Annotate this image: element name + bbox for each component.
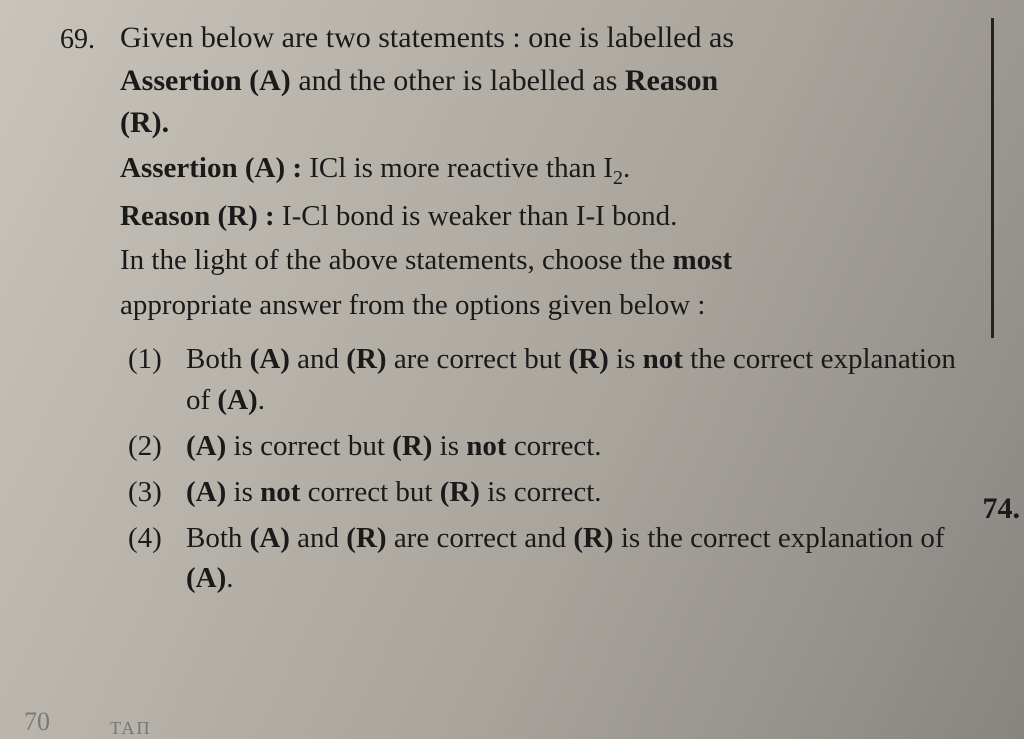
assertion-label-inline: Assertion (A) (120, 64, 291, 97)
option-fragment: is (609, 343, 643, 375)
option-bold-fragment: (A) (250, 343, 290, 375)
option-bold-fragment: not (466, 430, 506, 462)
option-fragment: . (226, 562, 233, 594)
option-text: Both (A) and (R) are correct and (R) is … (186, 518, 964, 598)
page: 69. Given below are two statements : one… (0, 0, 1024, 739)
instruction-line-2: appropriate answer from the options give… (120, 285, 964, 326)
option-fragment: and (290, 522, 346, 554)
option-bold-fragment: (R) (440, 476, 480, 508)
option-fragment: is (432, 430, 466, 462)
page-scrap-text: TAΠ (110, 718, 152, 739)
question-body: Given below are two statements : one is … (120, 18, 964, 604)
option-fragment: correct. (507, 430, 602, 462)
option-fragment: is the correct explanation of (614, 522, 945, 554)
option-fragment: Both (186, 343, 250, 375)
stem-mid: and the other is labelled as (291, 64, 625, 97)
question-number: 69. (60, 18, 102, 56)
option-number: (1) (128, 339, 186, 379)
option-bold-fragment: not (260, 476, 300, 508)
option-text: (A) is not correct but (R) is correct. (186, 472, 964, 512)
option-bold-fragment: (A) (186, 430, 226, 462)
options-list: (1)Both (A) and (R) are correct but (R) … (120, 339, 964, 597)
option-fragment: is correct but (226, 430, 392, 462)
assertion-text-pre: ICl is more reactive than I (302, 152, 613, 184)
next-question-number: 70 (24, 707, 50, 737)
reason-label: Reason (R) : (120, 200, 275, 232)
option-bold-fragment: (A) (186, 476, 226, 508)
instruction-bold: most (672, 244, 732, 276)
option-bold-fragment: not (643, 343, 683, 375)
option-bold-fragment: (R) (392, 430, 432, 462)
option-fragment: correct but (300, 476, 439, 508)
question-row: 69. Given below are two statements : one… (60, 18, 964, 604)
option-text: (A) is correct but (R) is not correct. (186, 426, 964, 466)
assertion-subscript: 2 (613, 166, 623, 188)
side-question-number: 74. (983, 492, 1021, 526)
stem-line-1: Given below are two statements : one is … (120, 18, 964, 59)
option-row-2: (2)(A) is correct but (R) is not correct… (128, 426, 964, 466)
option-number: (3) (128, 472, 186, 512)
option-bold-fragment: (R) (569, 343, 609, 375)
option-bold-fragment: (A) (250, 522, 290, 554)
vertical-rule (991, 18, 994, 338)
option-number: (4) (128, 518, 186, 558)
instruction-line-1: In the light of the above statements, ch… (120, 240, 964, 281)
stem-line-2: Assertion (A) and the other is labelled … (120, 61, 964, 102)
option-fragment: are correct but (387, 343, 569, 375)
stem-line-3: (R). (120, 103, 964, 144)
option-bold-fragment: (A) (217, 384, 257, 416)
assertion-text-post: . (623, 152, 630, 184)
option-fragment: are correct and (387, 522, 574, 554)
option-row-1: (1)Both (A) and (R) are correct but (R) … (128, 339, 964, 419)
assertion-line: Assertion (A) : ICl is more reactive tha… (120, 148, 964, 192)
option-fragment: Both (186, 522, 250, 554)
option-text: Both (A) and (R) are correct but (R) is … (186, 339, 964, 419)
option-number: (2) (128, 426, 186, 466)
option-row-3: (3)(A) is not correct but (R) is correct… (128, 472, 964, 512)
option-bold-fragment: (A) (186, 562, 226, 594)
option-fragment: is (226, 476, 260, 508)
instruction-pre: In the light of the above statements, ch… (120, 244, 672, 276)
reason-text: I-Cl bond is weaker than I-I bond. (275, 200, 678, 232)
option-fragment: is correct. (480, 476, 602, 508)
assertion-label: Assertion (A) : (120, 152, 302, 184)
option-fragment: . (258, 384, 265, 416)
option-bold-fragment: (R) (346, 343, 386, 375)
option-fragment: and (290, 343, 346, 375)
option-bold-fragment: (R) (346, 522, 386, 554)
option-row-4: (4)Both (A) and (R) are correct and (R) … (128, 518, 964, 598)
reason-label-inline: Reason (625, 64, 718, 97)
option-bold-fragment: (R) (573, 522, 613, 554)
reason-line: Reason (R) : I-Cl bond is weaker than I-… (120, 196, 964, 237)
